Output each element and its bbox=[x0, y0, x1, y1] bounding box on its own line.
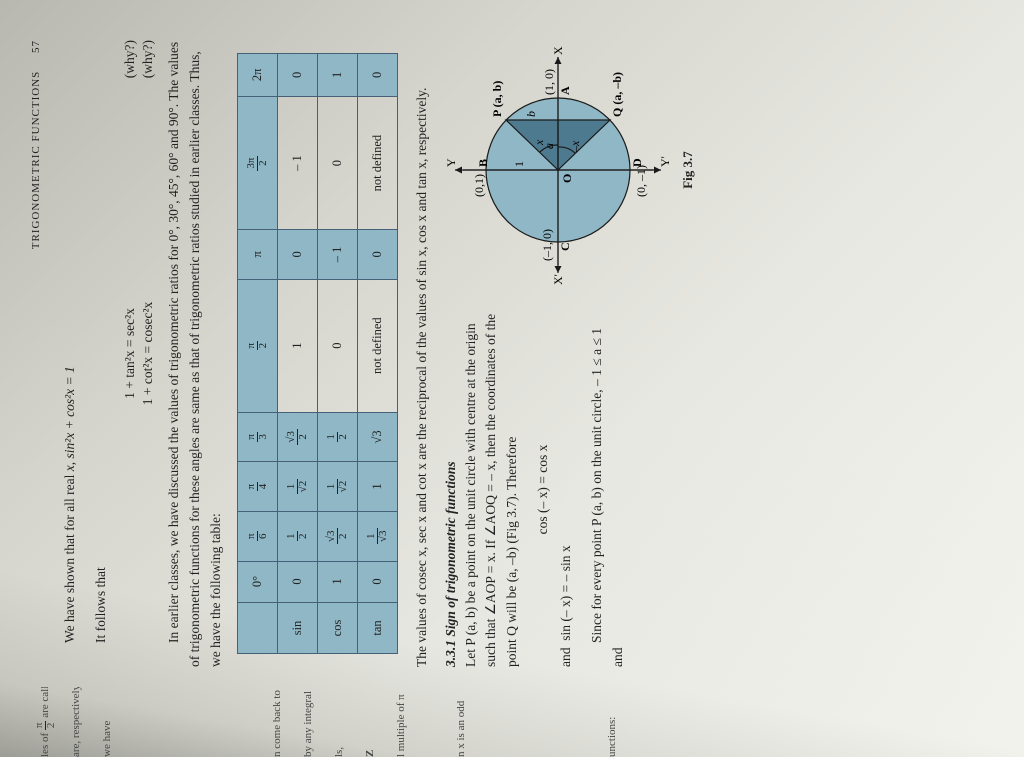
svg-text:b: b bbox=[524, 111, 538, 117]
svg-text:D: D bbox=[630, 158, 644, 167]
row-label-tan: tan bbox=[357, 602, 397, 654]
svg-text:P (a, b): P (a, b) bbox=[490, 81, 504, 117]
col-pi2: π2 bbox=[237, 279, 277, 412]
blank-corner bbox=[237, 602, 277, 654]
svg-text:Y': Y' bbox=[658, 156, 672, 167]
figure-caption: Fig 3.7 bbox=[680, 40, 696, 300]
reciprocal-note: The values of cosec x, sec x and cot x a… bbox=[412, 40, 433, 667]
page-number: 57 bbox=[30, 40, 42, 53]
col-pi6: π6 bbox=[237, 511, 277, 561]
textbook-page: les of π2 are call are, respectively we … bbox=[0, 0, 1024, 757]
page-header: TRIGONOMETRIC FUNCTIONS 57 bbox=[30, 40, 42, 667]
col-pi3: π3 bbox=[237, 412, 277, 462]
col-3pi2: 3π2 bbox=[237, 97, 277, 230]
svg-text:X: X bbox=[551, 46, 565, 55]
unit-circle-diagram: Y Y' X X' (0,1) B (–1, 0) C (0, –1) D A … bbox=[443, 45, 673, 295]
why-1: (why?) bbox=[122, 40, 138, 78]
row-label-sin: sin bbox=[277, 602, 317, 654]
col-0: 0° bbox=[237, 561, 277, 602]
svg-text:X': X' bbox=[551, 274, 565, 285]
tan-row: tan 0 1√3 1 √3 not defined 0 not defined… bbox=[357, 53, 397, 654]
derived-identities: 1 + tan²x = sec²x (why?) 1 + cot²x = cos… bbox=[122, 40, 156, 667]
svg-text:B: B bbox=[476, 159, 490, 167]
chapter-title: TRIGONOMETRIC FUNCTIONS bbox=[30, 71, 42, 250]
figure-3-7: Y Y' X X' (0,1) B (–1, 0) C (0, –1) D A … bbox=[443, 40, 696, 300]
svg-text:A: A bbox=[558, 86, 572, 95]
svg-text:(1, 0): (1, 0) bbox=[542, 69, 556, 95]
identity-tan: 1 + tan²x = sec²x bbox=[122, 308, 138, 399]
svg-text:O: O bbox=[560, 174, 574, 183]
cos-row: cos 1 √32 1√2 12 0 – 1 0 1 bbox=[317, 53, 357, 654]
svg-text:(–1, 0): (–1, 0) bbox=[540, 229, 554, 261]
why-2: (why?) bbox=[140, 40, 156, 78]
svg-text:(0, –1): (0, –1) bbox=[634, 165, 648, 197]
trig-values-table: 0° π6 π4 π3 π2 π 3π2 2π sin 0 12 1√2 √32… bbox=[237, 53, 398, 655]
col-pi4: π4 bbox=[237, 462, 277, 512]
intro-identity: We have shown that for all real x, sin²x… bbox=[60, 40, 81, 667]
svg-text:Y: Y bbox=[444, 158, 458, 167]
col-pi: π bbox=[237, 229, 277, 279]
svg-text:–x: –x bbox=[568, 140, 582, 153]
svg-text:C: C bbox=[558, 242, 572, 251]
table-header-row: 0° π6 π4 π3 π2 π 3π2 2π bbox=[237, 53, 277, 654]
svg-text:1: 1 bbox=[512, 161, 526, 167]
svg-text:x: x bbox=[532, 139, 546, 146]
table-intro: In earlier classes, we have discussed th… bbox=[164, 40, 227, 667]
col-2pi: 2π bbox=[237, 53, 277, 97]
row-label-cos: cos bbox=[317, 602, 357, 654]
sin-row: sin 0 12 1√2 √32 1 0 – 1 0 bbox=[277, 53, 317, 654]
identity-cot: 1 + cot²x = cosec²x bbox=[140, 302, 156, 406]
it-follows: It follows that bbox=[91, 40, 112, 667]
svg-text:Q (a, –b): Q (a, –b) bbox=[610, 72, 624, 117]
margin-fragments: les of π2 are call are, respectively we … bbox=[0, 687, 1024, 757]
svg-text:(0,1): (0,1) bbox=[472, 174, 486, 197]
